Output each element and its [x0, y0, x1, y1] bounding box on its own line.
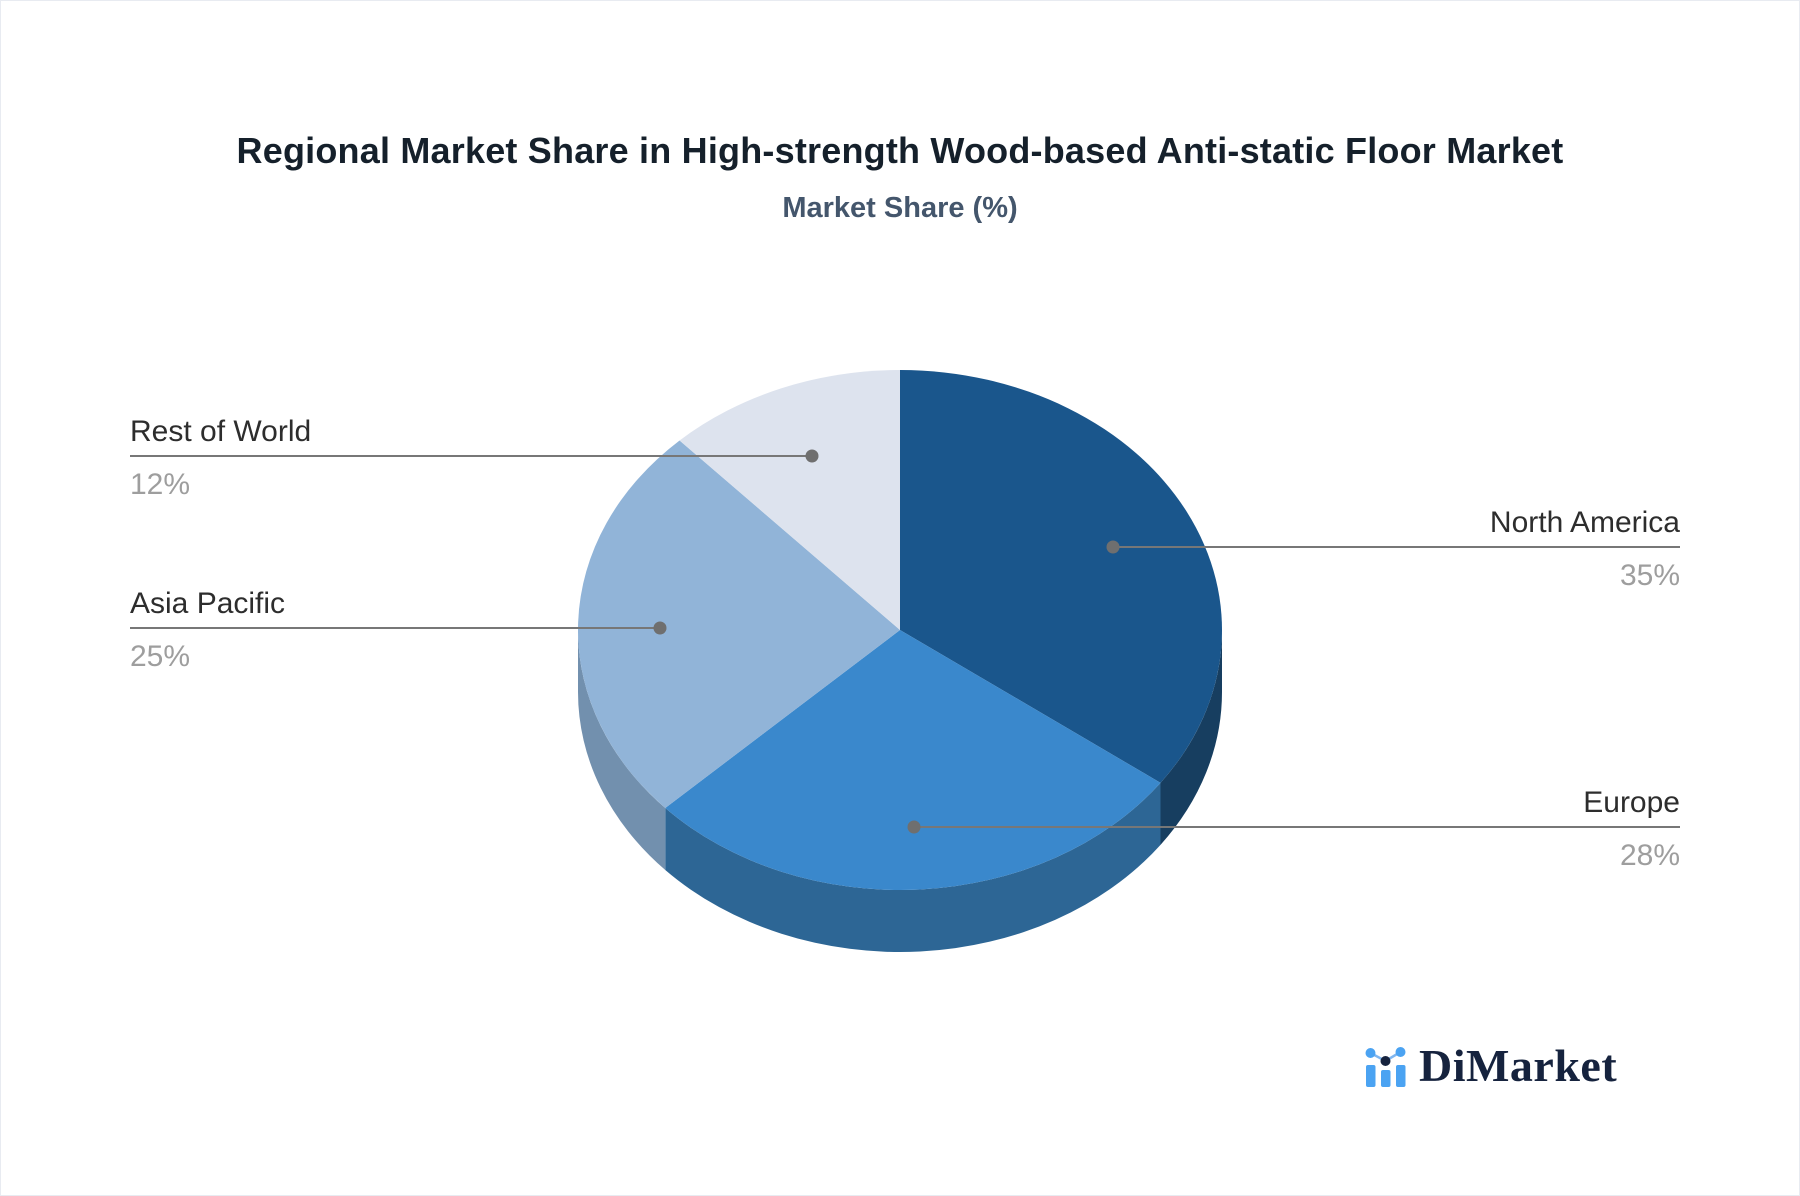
- callout-value-europe: 28%: [1619, 839, 1680, 872]
- callout-value-rest-of-world: 12%: [130, 468, 191, 501]
- callout-label-rest-of-world: Rest of World: [130, 415, 312, 448]
- logo-text: DiMarket: [1419, 1040, 1618, 1091]
- callout-value-north-america: 35%: [1619, 559, 1680, 592]
- callout-value-asia-pacific: 25%: [130, 640, 191, 673]
- pie-slice-asia-pacific[interactable]: [578, 440, 900, 808]
- leader-dot-rest-of-world: [805, 449, 819, 463]
- leader-dot-asia-pacific: [653, 621, 667, 635]
- callout-label-north-america: North America: [1489, 506, 1680, 539]
- leader-dot-north-america: [1106, 540, 1120, 554]
- pie-slice-side-north-america: [1160, 630, 1222, 845]
- page-title: Regional Market Share in High-strength W…: [236, 130, 1564, 171]
- pie-slice-side-europe: [665, 782, 1161, 953]
- dimarket-logo: DiMarket: [1363, 1038, 1617, 1090]
- leader-dot-europe: [907, 820, 921, 834]
- pie-slice-europe[interactable]: [665, 630, 1161, 890]
- pie-slice-rest-of-world[interactable]: [679, 370, 900, 630]
- bar-line-chart-icon: [1365, 1047, 1406, 1087]
- callout-label-europe: Europe: [1583, 786, 1680, 819]
- pie-slice-north-america[interactable]: [900, 370, 1222, 783]
- callout-label-asia-pacific: Asia Pacific: [130, 587, 286, 620]
- pie-slice-side-asia-pacific: [578, 630, 666, 870]
- chart-subtitle: Market Share (%): [782, 192, 1018, 224]
